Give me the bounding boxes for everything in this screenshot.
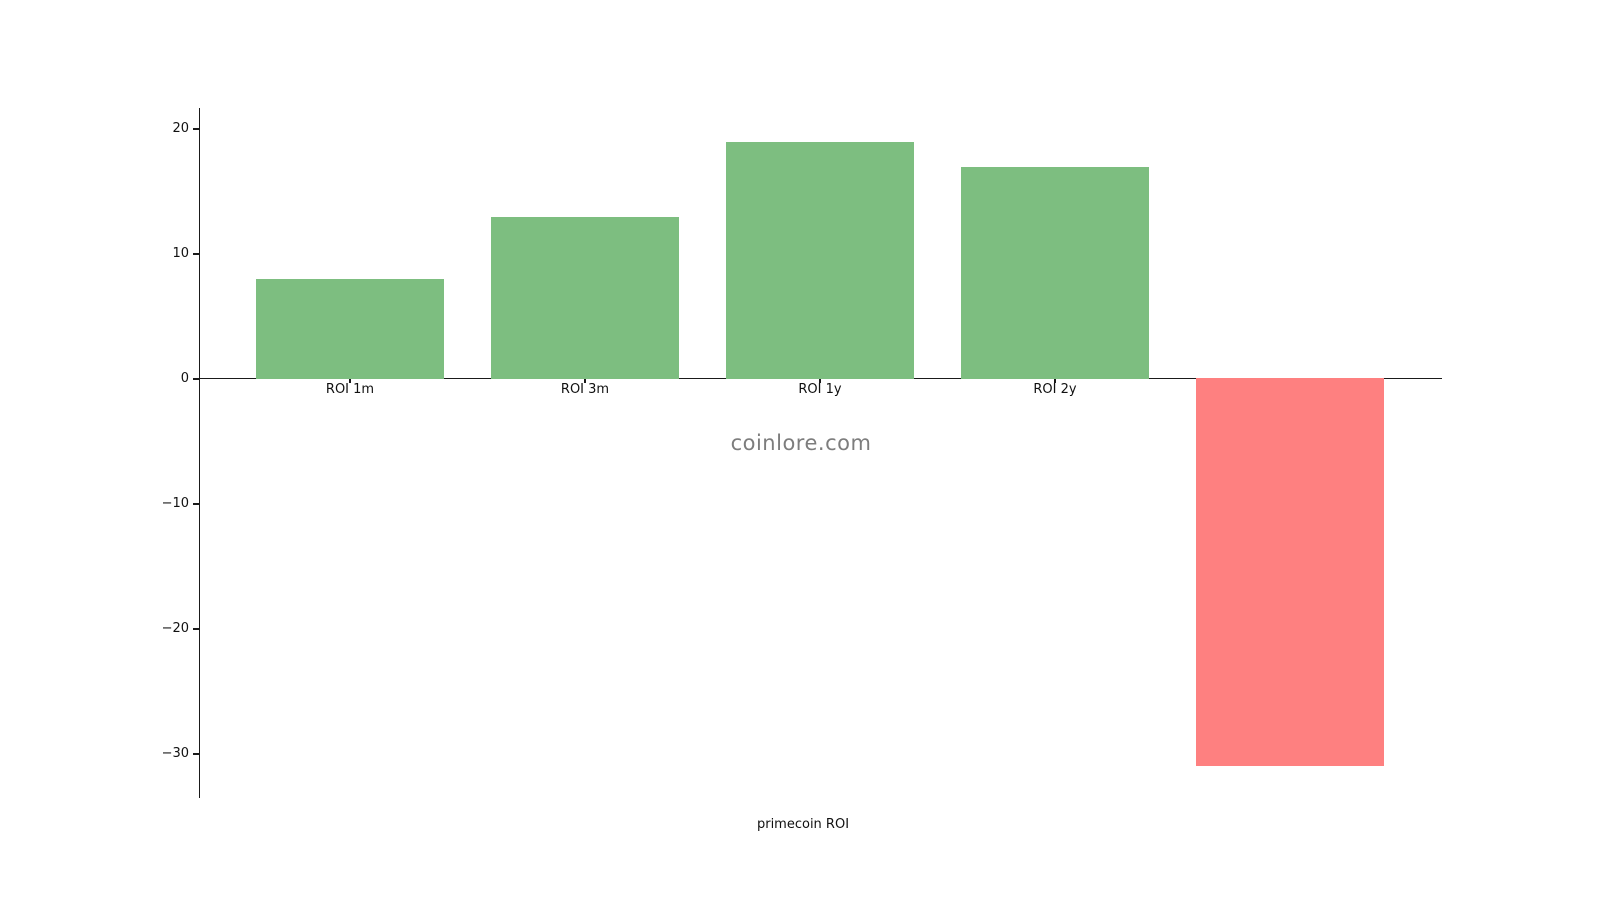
x-tick-mark: [819, 379, 821, 383]
y-tick-label: 0: [180, 371, 189, 386]
y-tick-label: 20: [172, 121, 189, 136]
y-tick-mark: [192, 128, 199, 130]
y-axis-line: [198, 108, 200, 798]
y-tick-mark: [192, 753, 199, 755]
x-tick-mark: [584, 379, 586, 383]
x-tick-mark: [349, 379, 351, 383]
x-tick-label: ROI 2y: [1033, 382, 1077, 397]
y-tick-label: 10: [172, 246, 189, 261]
x-tick-label: ROI 1y: [798, 382, 842, 397]
bar: [726, 141, 914, 379]
x-tick-label: ROI 1m: [325, 382, 375, 397]
y-tick-mark: [192, 503, 199, 505]
x-tick-mark: [1054, 379, 1056, 383]
y-tick-mark: [192, 378, 199, 380]
y-tick-label: −20: [161, 621, 189, 636]
y-tick-mark: [192, 253, 199, 255]
x-tick-label: ROI 3m: [560, 382, 610, 397]
bar: [1196, 377, 1384, 767]
y-tick-mark: [192, 628, 199, 630]
bar: [491, 216, 679, 379]
x-axis-title: primecoin ROI: [756, 817, 850, 832]
y-tick-label: −30: [161, 746, 189, 761]
bar: [256, 279, 444, 379]
watermark: coinlore.com: [730, 431, 872, 455]
y-tick-label: −10: [161, 496, 189, 511]
bar: [961, 166, 1149, 379]
